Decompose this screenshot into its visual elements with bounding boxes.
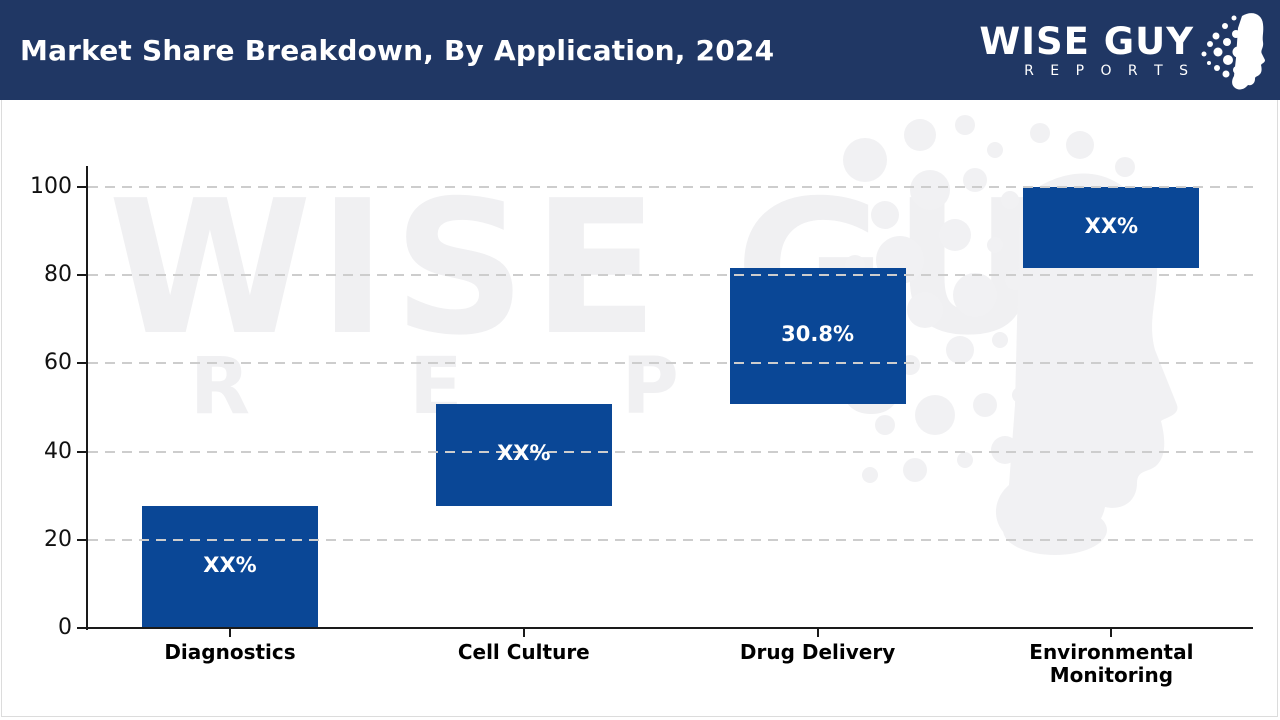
bar-value-label-3: XX% xyxy=(1084,213,1139,238)
y-tick-label-0: 0 xyxy=(58,615,72,640)
bar-0 xyxy=(142,505,318,628)
x-tick-1 xyxy=(522,629,525,637)
page-title: Market Share Breakdown, By Application, … xyxy=(20,33,775,67)
x-category-label-0: Diagnostics xyxy=(164,640,296,664)
bar-value-label-2: 30.8% xyxy=(781,322,855,347)
gridline-80 xyxy=(88,274,1253,277)
y-axis-spine xyxy=(86,166,88,630)
y-tick-label-80: 80 xyxy=(44,262,72,288)
y-tick-100 xyxy=(77,186,86,188)
gridline-20 xyxy=(88,538,1253,541)
x-tick-3 xyxy=(1110,629,1113,637)
brand-logo: WISE GUY R E P O R T S xyxy=(979,8,1266,92)
y-tick-label-20: 20 xyxy=(44,526,72,552)
x-category-label-2: Drug Delivery xyxy=(739,640,896,664)
y-tick-label-60: 60 xyxy=(44,350,72,376)
x-tick-0 xyxy=(229,629,231,637)
x-tick-2 xyxy=(816,629,819,637)
y-tick-20 xyxy=(77,538,86,541)
bar-value-label-1: XX% xyxy=(497,440,551,465)
bar-value-label-0: XX% xyxy=(203,552,257,577)
y-tick-0 xyxy=(77,627,86,629)
bar-1 xyxy=(435,403,612,506)
y-tick-80 xyxy=(77,274,86,277)
x-category-label-1: Cell Culture xyxy=(457,640,590,664)
brand-subtitle: R E P O R T S xyxy=(1024,62,1194,79)
y-tick-40 xyxy=(77,450,86,453)
x-axis-spine xyxy=(86,627,1253,629)
gridline-40 xyxy=(88,450,1253,453)
brand-face-icon xyxy=(1201,13,1265,90)
bar-2 xyxy=(729,268,906,404)
y-tick-60 xyxy=(77,362,86,365)
header: Market Share Breakdown, By Application, … xyxy=(0,0,1280,100)
y-tick-label-100: 100 xyxy=(30,174,72,199)
x-category-label-3: Environmental Monitoring xyxy=(1029,640,1194,687)
brand-name: WISE GUY xyxy=(979,19,1194,63)
y-tick-label-40: 40 xyxy=(44,438,72,464)
brand-text: WISE GUY R E P O R T S xyxy=(979,23,1194,78)
bar-3 xyxy=(1023,187,1200,269)
gridline-60 xyxy=(88,362,1253,365)
gridline-100 xyxy=(88,186,1253,188)
